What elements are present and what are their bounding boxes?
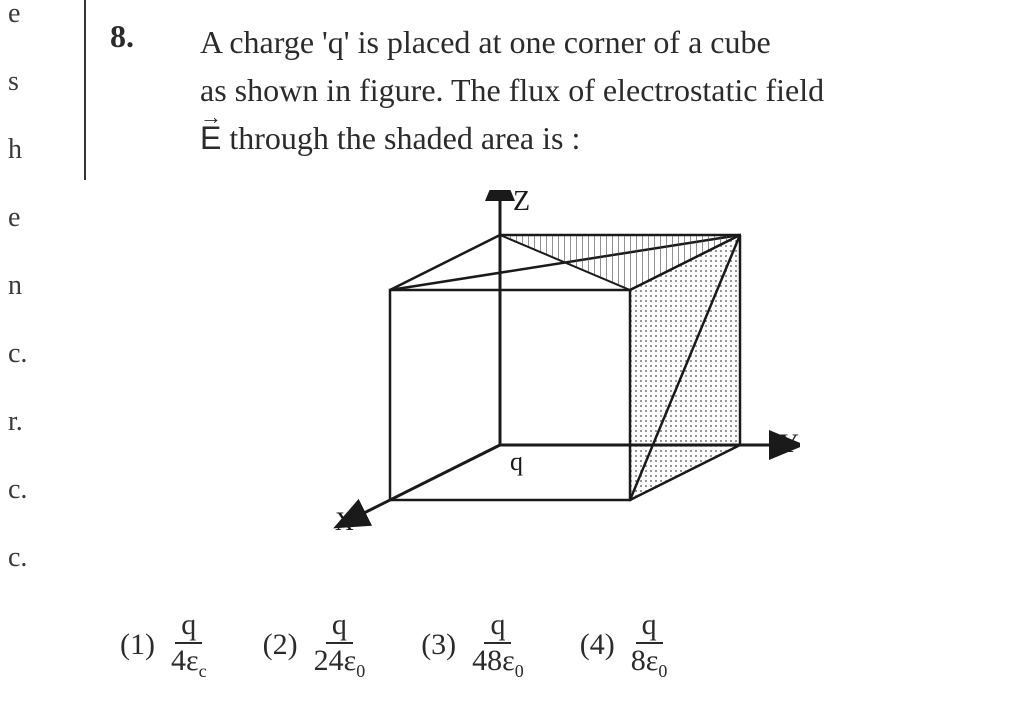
page-root: e s h e n c. r. c. c. 8. A charge 'q' is… — [0, 0, 1024, 715]
option-tag: (1) — [120, 628, 155, 662]
den-eps-sub: 0 — [658, 661, 667, 681]
den-coeff: 4 — [171, 644, 186, 677]
side-letter: c. — [8, 476, 68, 504]
side-letter: s — [8, 68, 68, 96]
charge-label: q — [510, 447, 523, 476]
fraction-numerator: q — [484, 610, 511, 644]
fraction-numerator: q — [636, 610, 663, 644]
den-coeff: 48 — [472, 644, 502, 677]
left-margin-rule — [84, 0, 86, 180]
vector-arrow-icon: → — [200, 100, 221, 133]
cropped-side-text: e s h e n c. r. c. c. — [8, 0, 68, 612]
side-letter: h — [8, 136, 68, 164]
cube-figure: Z Y X q — [300, 190, 800, 560]
side-letter: e — [8, 204, 68, 232]
side-letter: c. — [8, 544, 68, 572]
z-axis-label: Z — [513, 190, 530, 217]
fraction-denominator: 8ε0 — [625, 644, 674, 680]
side-letter: r. — [8, 408, 68, 436]
option-2: (2) q 24ε0 — [263, 610, 372, 680]
side-letter: c. — [8, 340, 68, 368]
den-coeff: 24 — [314, 644, 344, 677]
vector-e-symbol: → E — [200, 114, 221, 162]
fraction-denominator: 4εc — [165, 644, 213, 680]
fraction-denominator: 24ε0 — [308, 644, 372, 680]
options-row: (1) q 4εc (2) q 24ε0 (3) q 48ε0 — [120, 610, 1020, 680]
option-3: (3) q 48ε0 — [421, 610, 530, 680]
fraction-denominator: 48ε0 — [466, 644, 530, 680]
question-text: A charge 'q' is placed at one corner of … — [200, 18, 1000, 162]
question-line-2: as shown in figure. The flux of electros… — [200, 72, 824, 108]
option-4: (4) q 8ε0 — [580, 610, 674, 680]
option-tag: (3) — [421, 628, 456, 662]
question-line-3: through the shaded area is : — [229, 120, 580, 156]
den-eps-sub: 0 — [515, 661, 524, 681]
fraction-numerator: q — [326, 610, 353, 644]
option-fraction: q 24ε0 — [308, 610, 372, 680]
cube-svg: Z Y X q — [300, 190, 800, 560]
fraction-numerator: q — [175, 610, 202, 644]
option-1: (1) q 4εc — [120, 610, 213, 680]
x-axis-label: X — [335, 507, 354, 536]
option-tag: (4) — [580, 628, 615, 662]
den-coeff: 8 — [631, 644, 646, 677]
den-eps-sub: 0 — [356, 661, 365, 681]
option-fraction: q 8ε0 — [625, 610, 674, 680]
option-tag: (2) — [263, 628, 298, 662]
side-letter: e — [8, 0, 68, 28]
side-letter: n — [8, 272, 68, 300]
question-line-1: A charge 'q' is placed at one corner of … — [200, 24, 771, 60]
y-axis-label: Y — [780, 429, 799, 458]
den-eps-sub: c — [199, 661, 207, 681]
option-fraction: q 4εc — [165, 610, 213, 680]
option-fraction: q 48ε0 — [466, 610, 530, 680]
question-number: 8. — [110, 18, 134, 55]
x-axis — [360, 445, 500, 515]
